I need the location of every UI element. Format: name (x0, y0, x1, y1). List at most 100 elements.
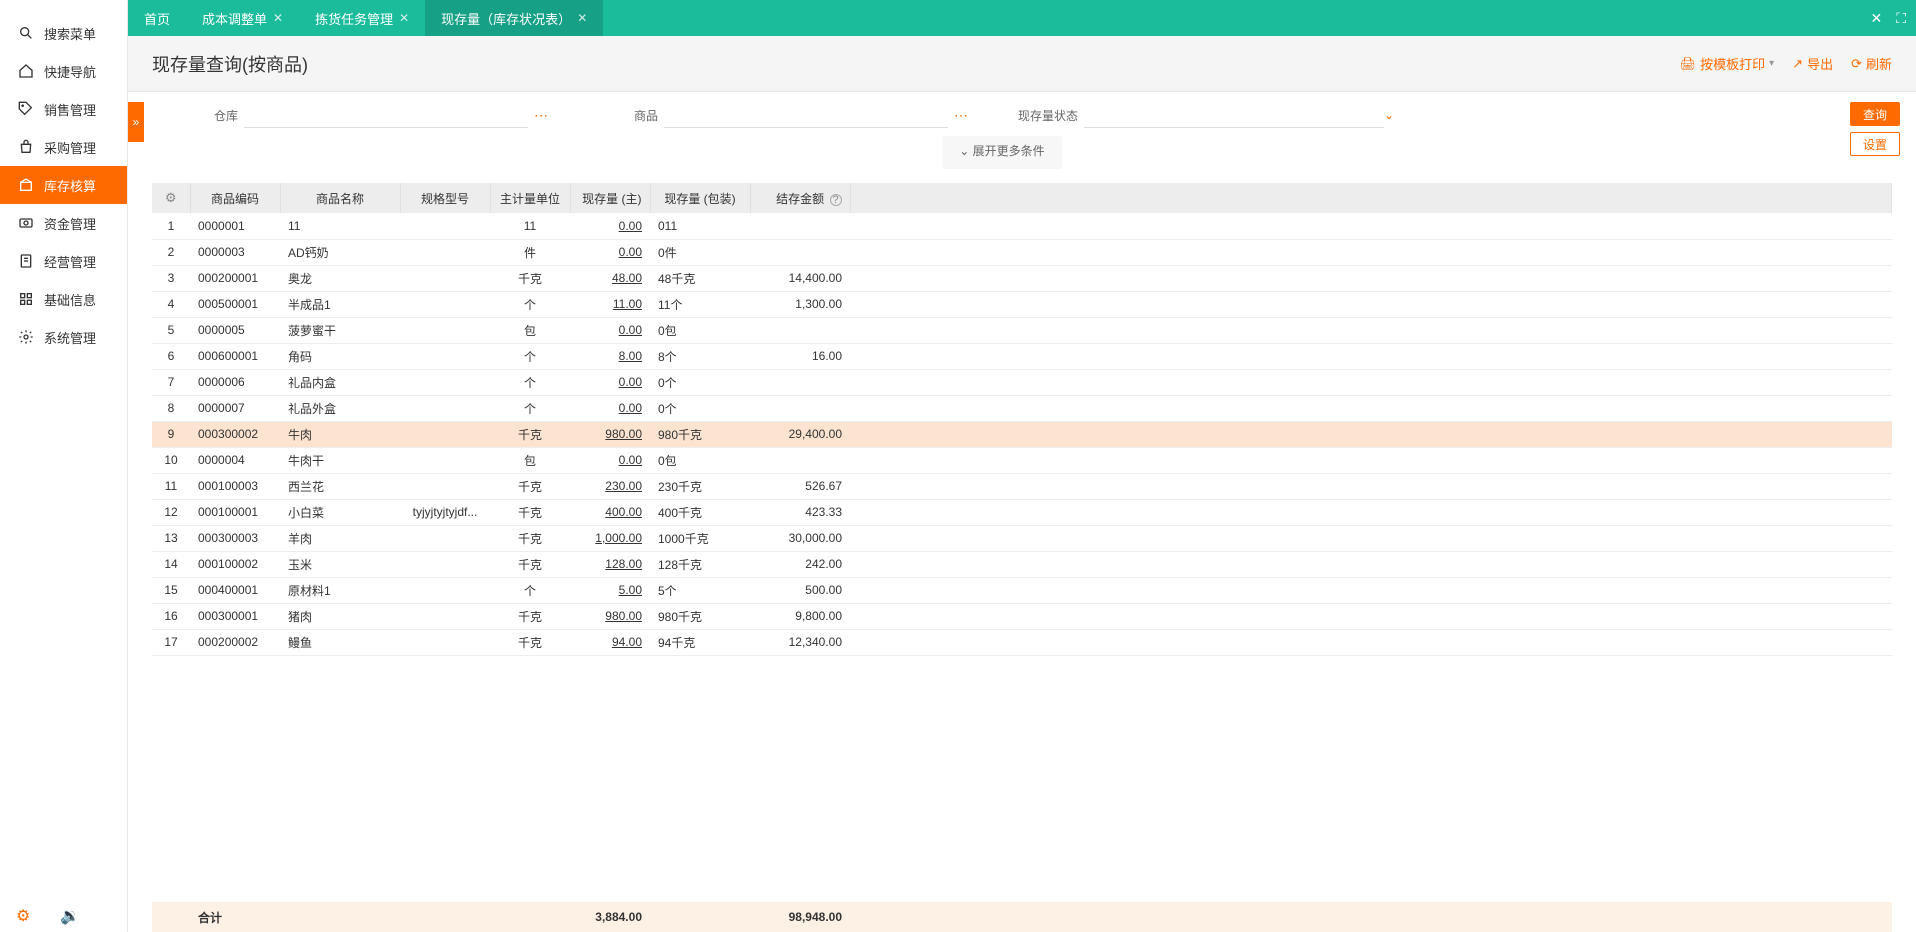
tab-2[interactable]: 拣货任务管理 ✕ (299, 0, 425, 36)
cell-qty[interactable]: 128.00 (570, 551, 650, 577)
th-amt[interactable]: 结存金额 ? (750, 183, 850, 213)
cell-spec (400, 603, 490, 629)
cell-qty[interactable]: 48.00 (570, 265, 650, 291)
cell-code: 000200001 (190, 265, 280, 291)
sidebar-item-7[interactable]: 基础信息 (0, 280, 127, 318)
cell-qty[interactable]: 8.00 (570, 343, 650, 369)
cell-idx: 7 (152, 369, 190, 395)
table-row[interactable]: 4000500001半成品1个11.0011个1,300.00 (152, 291, 1892, 317)
cell-qty[interactable]: 0.00 (570, 213, 650, 239)
cell-amt: 30,000.00 (750, 525, 850, 551)
table-row[interactable]: 70000006礼品内盒个0.000个 (152, 369, 1892, 395)
cell-qty[interactable]: 1,000.00 (570, 525, 650, 551)
cell-amt: 1,300.00 (750, 291, 850, 317)
cell-qty[interactable]: 11.00 (570, 291, 650, 317)
cell-code: 0000007 (190, 395, 280, 421)
cell-spec: tyjyjtyjtyjdf... (400, 499, 490, 525)
table-row[interactable]: 11000100003西兰花千克230.00230千克526.67 (152, 473, 1892, 499)
cell-qty[interactable]: 980.00 (570, 603, 650, 629)
th-spec[interactable]: 规格型号 (400, 183, 490, 213)
cell-idx: 10 (152, 447, 190, 473)
cell-qty[interactable]: 230.00 (570, 473, 650, 499)
warehouse-more-icon[interactable]: ⋯ (528, 107, 554, 124)
cell-qty[interactable]: 400.00 (570, 499, 650, 525)
product-more-icon[interactable]: ⋯ (948, 107, 974, 124)
cell-qty[interactable]: 0.00 (570, 317, 650, 343)
print-icon: 🖨 (1680, 56, 1697, 72)
table-row[interactable]: 20000003AD钙奶件0.000件 (152, 239, 1892, 265)
tab-close-icon[interactable]: ✕ (399, 11, 409, 25)
cell-pack: 8个 (650, 343, 750, 369)
cell-spec (400, 213, 490, 239)
cell-qty[interactable]: 980.00 (570, 421, 650, 447)
sidebar-item-0[interactable]: 搜索菜单 (0, 14, 127, 52)
home-icon (18, 63, 34, 79)
tab-close-all-icon[interactable]: ✕ (1870, 10, 1882, 27)
tag-icon (18, 101, 34, 117)
th-unit[interactable]: 主计量单位 (490, 183, 570, 213)
print-button[interactable]: 🖨 按模板打印 ▾ (1680, 54, 1775, 73)
table-row[interactable]: 16000300001猪肉千克980.00980千克9,800.00 (152, 603, 1892, 629)
product-input[interactable] (664, 102, 948, 128)
th-code[interactable]: 商品编码 (190, 183, 280, 213)
table-row[interactable]: 17000200002鳗鱼千克94.0094千克12,340.00 (152, 629, 1892, 655)
cell-spec (400, 291, 490, 317)
table-row[interactable]: 14000100002玉米千克128.00128千克242.00 (152, 551, 1892, 577)
fullscreen-icon[interactable]: ⛶ (1896, 10, 1906, 27)
cell-qty[interactable]: 0.00 (570, 239, 650, 265)
table-row[interactable]: 15000400001原材料1个5.005个500.00 (152, 577, 1892, 603)
cell-code: 0000004 (190, 447, 280, 473)
expand-filter-button[interactable]: ⌄ 展开更多条件 (942, 136, 1062, 169)
table-row[interactable]: 12000100001小白菜tyjyjtyjtyjdf...千克400.0040… (152, 499, 1892, 525)
tab-0[interactable]: 首页 (128, 0, 186, 36)
tab-close-icon[interactable]: ✕ (273, 11, 283, 25)
tab-close-icon[interactable]: ✕ (577, 11, 587, 25)
cell-qty[interactable]: 0.00 (570, 369, 650, 395)
th-name[interactable]: 商品名称 (280, 183, 400, 213)
table-row[interactable]: 100000004牛肉干包0.000包 (152, 447, 1892, 473)
settings-button[interactable]: 设置 (1850, 132, 1900, 156)
cell-spec (400, 577, 490, 603)
table-row[interactable]: 9000300002牛肉千克980.00980千克29,400.00 (152, 421, 1892, 447)
status-input[interactable] (1084, 102, 1384, 128)
cell-spec (400, 343, 490, 369)
tab-label: 拣货任务管理 (315, 9, 393, 28)
cell-qty[interactable]: 0.00 (570, 447, 650, 473)
sidebar-item-2[interactable]: 销售管理 (0, 90, 127, 128)
cell-spec (400, 629, 490, 655)
table-row[interactable]: 3000200001奥龙千克48.0048千克14,400.00 (152, 265, 1892, 291)
th-qty[interactable]: 现存量 (主) (570, 183, 650, 213)
table-row[interactable]: 6000600001角码个8.008个16.00 (152, 343, 1892, 369)
tab-3[interactable]: 现存量（库存状况表）✕ (425, 0, 603, 36)
cell-idx: 8 (152, 395, 190, 421)
tab-1[interactable]: 成本调整单✕ (186, 0, 299, 36)
export-button[interactable]: ↗ 导出 (1792, 54, 1833, 73)
th-pack[interactable]: 现存量 (包装) (650, 183, 750, 213)
table-row[interactable]: 50000005菠萝蜜干包0.000包 (152, 317, 1892, 343)
cell-idx: 14 (152, 551, 190, 577)
footer-icon-2[interactable]: 🔉 (60, 906, 80, 926)
collapse-filter-button[interactable]: » (128, 102, 144, 142)
help-icon[interactable]: ? (830, 194, 842, 206)
sidebar-item-1[interactable]: 快捷导航 (0, 52, 127, 90)
table-row[interactable]: 80000007礼品外盒个0.000个 (152, 395, 1892, 421)
sidebar-item-3[interactable]: 采购管理 (0, 128, 127, 166)
warehouse-input[interactable] (244, 102, 528, 128)
cell-qty[interactable]: 5.00 (570, 577, 650, 603)
sidebar-item-4[interactable]: 库存核算 (0, 166, 127, 204)
cell-name: AD钙奶 (280, 239, 400, 265)
query-button[interactable]: 查询 (1850, 102, 1900, 126)
footer-icon-1[interactable]: ⚙ (16, 906, 30, 926)
sidebar-item-6[interactable]: 经营管理 (0, 242, 127, 280)
status-chevron-icon[interactable]: ⌄ (1384, 108, 1394, 122)
sidebar-item-5[interactable]: 资金管理 (0, 204, 127, 242)
cell-pack: 128千克 (650, 551, 750, 577)
sidebar-item-8[interactable]: 系统管理 (0, 318, 127, 356)
cell-qty[interactable]: 94.00 (570, 629, 650, 655)
cell-qty[interactable]: 0.00 (570, 395, 650, 421)
refresh-button[interactable]: ⟳ 刷新 (1851, 54, 1892, 73)
cell-idx: 2 (152, 239, 190, 265)
table-row[interactable]: 1000000111110.00011 (152, 213, 1892, 239)
table-row[interactable]: 13000300003羊肉千克1,000.001000千克30,000.00 (152, 525, 1892, 551)
settings-icon[interactable]: ⚙ (165, 190, 177, 205)
